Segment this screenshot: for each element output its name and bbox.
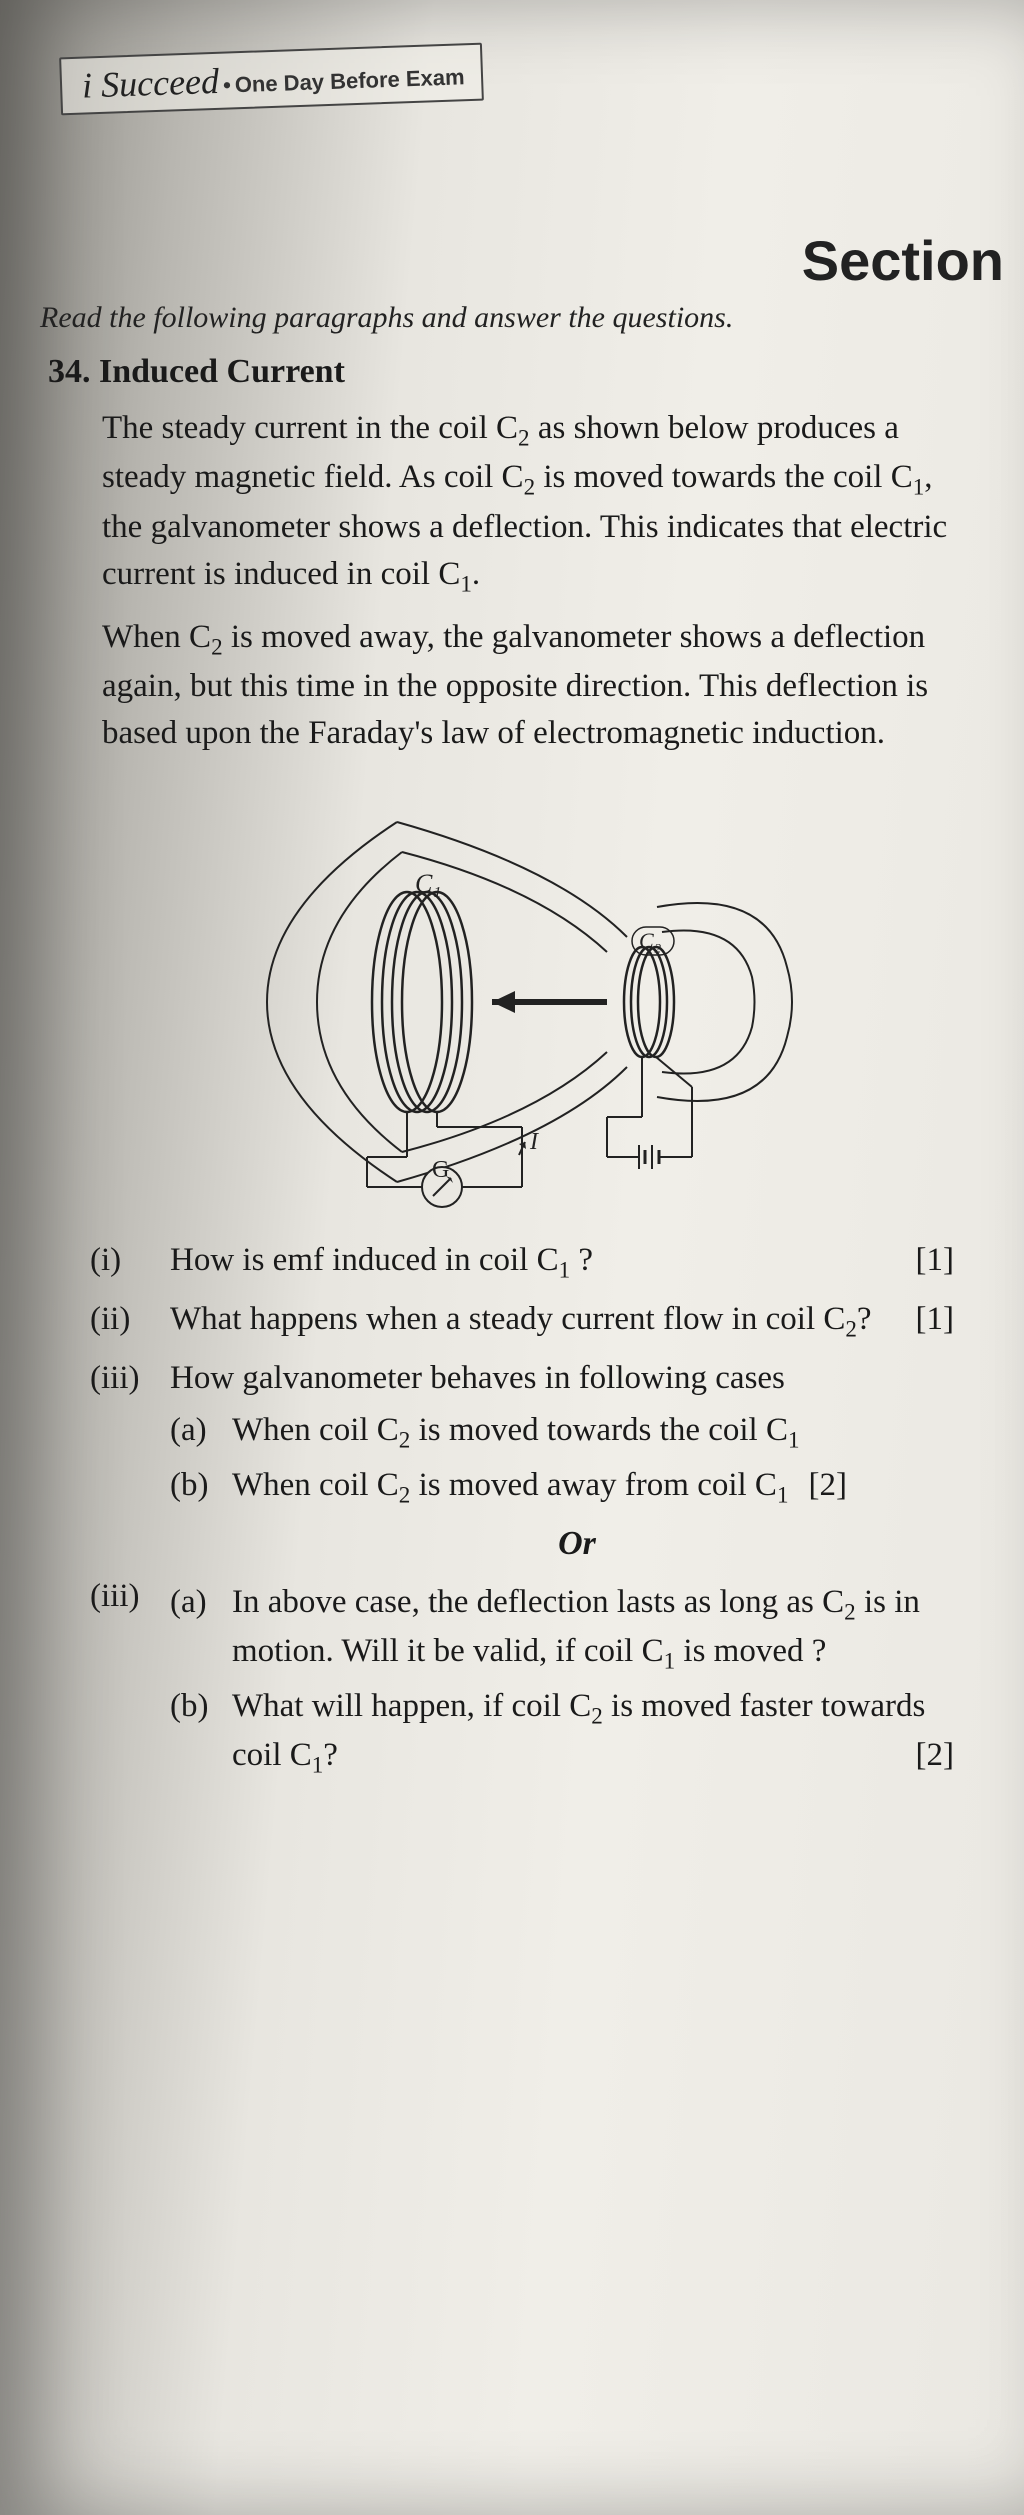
instruction-text: Read the following paragraphs and answer…	[30, 301, 984, 335]
subquestion-ii: (ii) What happens when a steady current …	[30, 1296, 984, 1345]
question-number: 34.	[48, 353, 91, 390]
exam-page: i Succeed • One Day Before Exam Section …	[0, 0, 1024, 2515]
subq-iii-alt-body: (a) In above case, the deflection lasts …	[170, 1573, 954, 1781]
marks-ii: [1]	[916, 1296, 954, 1342]
section-title: Section	[30, 228, 1004, 293]
subq-iii-alt-num: (iii)	[90, 1573, 170, 1781]
diagram-container: C₁ C₂ G I	[30, 787, 984, 1217]
c2-label: C₂	[639, 928, 662, 953]
subq-ii-num: (ii)	[90, 1296, 170, 1345]
marks-i: [1]	[916, 1237, 954, 1283]
subq-iii-b: (b) When coil C2 is moved away from coil…	[170, 1462, 954, 1511]
subq-iii-alt-b: (b) What will happen, if coil C2 is move…	[170, 1683, 954, 1781]
subq-i-num: (i)	[90, 1237, 170, 1286]
header-tagline: One Day Before Exam	[234, 64, 465, 97]
subq-iii-a: (a) When coil C2 is moved towards the co…	[170, 1407, 954, 1456]
subq-iii-body: How galvanometer behaves in following ca…	[170, 1355, 954, 1511]
subquestion-iii-alt: (iii) (a) In above case, the deflection …	[30, 1573, 984, 1781]
subq-i-body: How is emf induced in coil C1 ? [1]	[170, 1237, 954, 1286]
g-label: G	[432, 1157, 449, 1183]
c1-label: C₁	[415, 869, 441, 898]
i-label: I	[529, 1129, 539, 1155]
marks-iii-alt: [2]	[916, 1732, 954, 1778]
subq-ii-body: What happens when a steady current flow …	[170, 1296, 954, 1345]
subq-iii-alt-a: (a) In above case, the deflection lasts …	[170, 1579, 954, 1677]
subquestion-iii: (iii) How galvanometer behaves in follow…	[30, 1355, 984, 1511]
header-box: i Succeed • One Day Before Exam	[59, 43, 483, 116]
subq-iii-num: (iii)	[90, 1355, 170, 1511]
question-title: Induced Current	[99, 353, 345, 390]
or-divider: Or	[30, 1525, 984, 1563]
paragraph-1: The steady current in the coil C2 as sho…	[30, 405, 984, 600]
header-brand: i Succeed	[81, 61, 219, 106]
subquestion-i: (i) How is emf induced in coil C1 ? [1]	[30, 1237, 984, 1286]
paragraph-2: When C2 is moved away, the galvanometer …	[30, 614, 984, 757]
coil-diagram: C₁ C₂ G I	[247, 787, 807, 1217]
header-bullet: •	[223, 72, 232, 97]
question-heading: 34. Induced Current	[30, 353, 984, 391]
marks-iii: [2]	[808, 1462, 846, 1508]
